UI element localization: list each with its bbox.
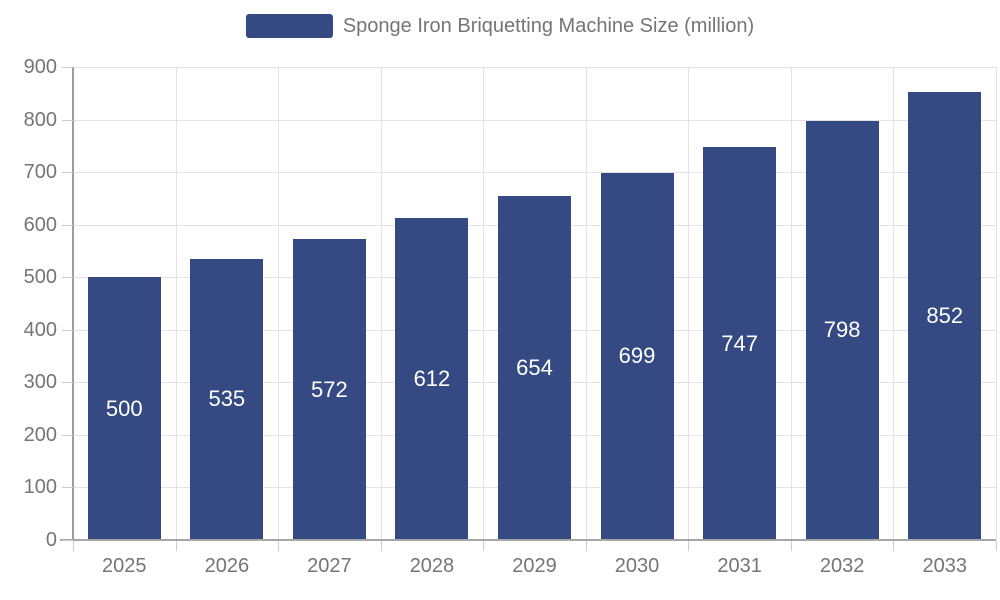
- x-axis-tick: [893, 541, 895, 551]
- x-gridline: [483, 67, 485, 540]
- x-axis-label-2026: 2026: [204, 555, 250, 577]
- legend-label: Sponge Iron Briquetting Machine Size (mi…: [342, 14, 755, 37]
- x-axis-label-2033: 2033: [922, 555, 967, 577]
- legend-item[interactable]: Sponge Iron Briquetting Machine Size (mi…: [245, 14, 755, 38]
- x-axis-tick: [175, 541, 177, 551]
- y-axis-label: 700: [23, 161, 57, 184]
- bar-value-label: 500: [105, 395, 143, 421]
- x-gridline: [175, 67, 177, 540]
- x-gridline: [996, 67, 997, 540]
- bar-2031[interactable]: 747: [703, 147, 777, 540]
- y-axis-tick: [62, 487, 73, 489]
- y-axis-label: 400: [23, 318, 57, 341]
- y-axis-tick: [62, 540, 73, 541]
- y-axis-label: 600: [23, 213, 57, 236]
- x-axis-tick: [278, 541, 280, 551]
- x-gridline: [688, 67, 690, 540]
- x-axis-label-2028: 2028: [409, 555, 455, 577]
- y-axis-label: 200: [23, 423, 57, 446]
- x-axis-tick: [790, 541, 792, 551]
- bar-2032[interactable]: 798: [805, 120, 879, 540]
- bar-value-label: 535: [208, 386, 246, 412]
- x-axis-label-2029: 2029: [512, 555, 557, 577]
- bar-value-label: 798: [823, 317, 861, 343]
- bar-value-label: 747: [721, 330, 758, 356]
- x-axis-line: [60, 539, 996, 541]
- x-axis-label-2032: 2032: [819, 555, 865, 577]
- x-axis-tick: [483, 541, 485, 551]
- x-axis-tick: [996, 541, 997, 551]
- bar-value-label: 699: [618, 343, 656, 369]
- y-axis-tick: [62, 172, 73, 174]
- y-axis-label: 500: [23, 266, 57, 289]
- y-axis-label: 800: [23, 108, 57, 131]
- legend-swatch: [245, 14, 333, 38]
- y-axis-line: [72, 67, 74, 541]
- y-axis-tick: [62, 119, 73, 121]
- y-axis-label: 300: [23, 371, 57, 394]
- y-axis-tick: [62, 434, 73, 436]
- y-gridline: [73, 67, 996, 68]
- y-axis-tick: [62, 224, 73, 226]
- x-gridline: [278, 67, 280, 540]
- y-axis-tick: [62, 382, 73, 384]
- y-gridline: [73, 119, 996, 121]
- y-axis-tick: [62, 329, 73, 331]
- bar-value-label: 612: [413, 366, 451, 392]
- bar-2028[interactable]: 612: [395, 218, 469, 540]
- y-axis-label: 900: [23, 56, 57, 78]
- x-gridline: [585, 67, 587, 540]
- plot-area: 500 535 572 612 654 699 747 798 852: [73, 67, 997, 540]
- x-gridline: [380, 67, 382, 540]
- x-gridline: [893, 67, 895, 540]
- x-axis-label-2025: 2025: [102, 555, 147, 577]
- x-axis-tick: [585, 541, 587, 551]
- x-axis-label-2031: 2031: [717, 555, 762, 577]
- x-axis-tick: [380, 541, 382, 551]
- bar-value-label: 572: [311, 376, 348, 402]
- bar-2029[interactable]: 654: [497, 196, 571, 540]
- y-gridline: [73, 172, 996, 174]
- bar-value-label: 654: [516, 355, 553, 381]
- y-axis-label: 0: [45, 529, 57, 551]
- x-axis-label-2030: 2030: [614, 555, 660, 577]
- y-axis-tick: [62, 277, 73, 279]
- x-gridline: [790, 67, 792, 540]
- legend: Sponge Iron Briquetting Machine Size (mi…: [0, 14, 1000, 38]
- x-axis-tick: [73, 541, 74, 551]
- x-axis-tick: [688, 541, 690, 551]
- bar-2030[interactable]: 699: [600, 172, 674, 540]
- x-axis-label-2027: 2027: [307, 555, 352, 577]
- bar-value-label: 852: [926, 303, 964, 329]
- y-axis-label: 100: [23, 476, 57, 499]
- bar-2026[interactable]: 535: [190, 258, 264, 540]
- bar-2027[interactable]: 572: [292, 239, 366, 540]
- bar-2025[interactable]: 500: [87, 277, 161, 540]
- bar-2033[interactable]: 852: [908, 92, 982, 540]
- y-axis-tick: [62, 67, 73, 68]
